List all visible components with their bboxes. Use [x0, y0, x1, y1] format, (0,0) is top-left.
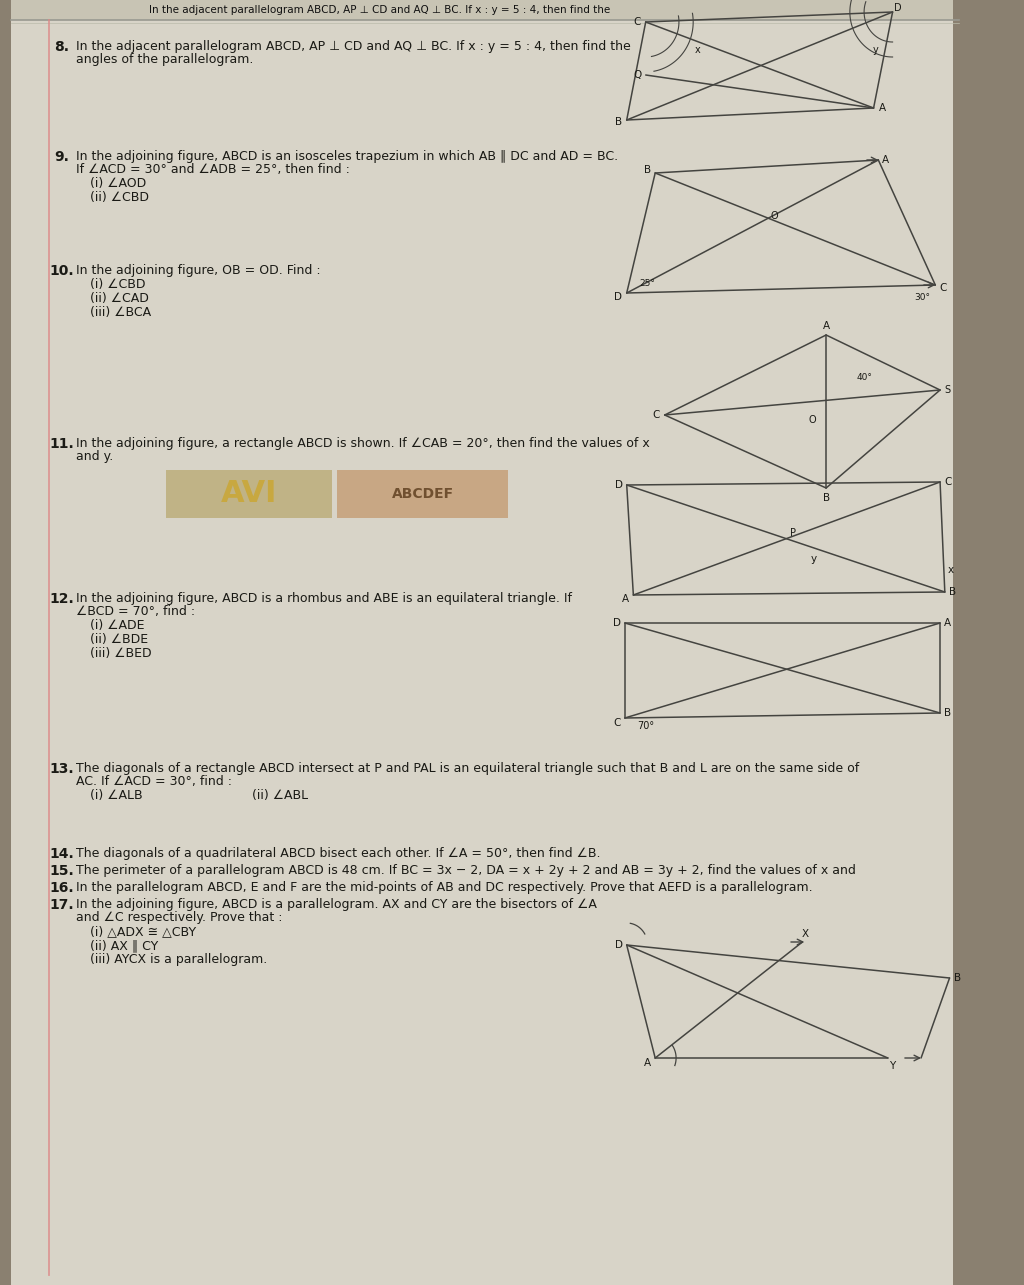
Text: (i) ∠CBD: (i) ∠CBD — [90, 278, 145, 290]
Text: A: A — [644, 1058, 651, 1068]
Text: angles of the parallelogram.: angles of the parallelogram. — [76, 53, 253, 66]
Text: 11.: 11. — [49, 437, 74, 451]
Text: B: B — [614, 117, 622, 127]
Text: B: B — [644, 164, 651, 175]
Text: A: A — [944, 618, 951, 628]
Text: The perimeter of a parallelogram ABCD is 48 cm. If BC = 3x − 2, DA = x + 2y + 2 : The perimeter of a parallelogram ABCD is… — [76, 864, 856, 876]
Text: B: B — [949, 587, 956, 598]
Text: y: y — [811, 554, 817, 564]
Text: 30°: 30° — [914, 293, 930, 302]
Text: C: C — [652, 410, 659, 420]
Text: (ii) ∠BDE: (ii) ∠BDE — [90, 634, 148, 646]
Text: (ii) ∠ABL: (ii) ∠ABL — [252, 789, 308, 802]
Text: (ii) ∠CBD: (ii) ∠CBD — [90, 191, 150, 204]
Text: A: A — [879, 103, 886, 113]
Text: ABCDEF: ABCDEF — [391, 487, 454, 501]
Text: 10.: 10. — [49, 263, 74, 278]
Text: B: B — [822, 493, 829, 502]
Text: and y.: and y. — [76, 450, 114, 463]
Text: (iii) ∠BED: (iii) ∠BED — [90, 648, 152, 660]
Text: AVI: AVI — [220, 479, 278, 509]
Text: 12.: 12. — [49, 592, 74, 607]
Text: A: A — [822, 321, 829, 332]
Text: (i) ∠AOD: (i) ∠AOD — [90, 177, 146, 190]
Bar — [337, 470, 508, 518]
Text: D: D — [615, 941, 624, 950]
Text: 40°: 40° — [856, 374, 872, 383]
Text: (i) ∠ADE: (i) ∠ADE — [90, 619, 144, 632]
Text: 9.: 9. — [54, 150, 69, 164]
Text: The diagonals of a quadrilateral ABCD bisect each other. If ∠A = 50°, then find : The diagonals of a quadrilateral ABCD bi… — [76, 847, 600, 860]
Text: C: C — [939, 283, 946, 293]
Text: In the adjoining figure, ABCD is an isosceles trapezium in which AB ∥ DC and AD : In the adjoining figure, ABCD is an isos… — [76, 150, 618, 163]
Text: AC. If ∠ACD = 30°, find :: AC. If ∠ACD = 30°, find : — [76, 775, 232, 788]
Text: 14.: 14. — [49, 847, 74, 861]
Text: O: O — [770, 211, 778, 221]
Text: D: D — [613, 618, 622, 628]
Text: D: D — [894, 3, 901, 13]
Text: In the adjoining figure, ABCD is a parallelogram. AX and CY are the bisectors of: In the adjoining figure, ABCD is a paral… — [76, 898, 597, 911]
Text: 15.: 15. — [49, 864, 74, 878]
Text: 13.: 13. — [49, 762, 74, 776]
Text: In the adjoining figure, ABCD is a rhombus and ABE is an equilateral triangle. I: In the adjoining figure, ABCD is a rhomb… — [76, 592, 572, 605]
Text: (ii) AX ∥ CY: (ii) AX ∥ CY — [90, 939, 159, 952]
Text: 16.: 16. — [49, 882, 74, 894]
Text: (i) ∠ALB: (i) ∠ALB — [90, 789, 142, 802]
Text: (i) △ADX ≅ △CBY: (i) △ADX ≅ △CBY — [90, 925, 197, 938]
Text: In the adjoining figure, a rectangle ABCD is shown. If ∠CAB = 20°, then find the: In the adjoining figure, a rectangle ABC… — [76, 437, 649, 450]
Text: P: P — [791, 528, 797, 538]
Text: 17.: 17. — [49, 898, 74, 912]
Text: A: A — [623, 594, 630, 604]
Text: D: D — [614, 292, 623, 302]
Text: (iii) AYCX is a parallelogram.: (iii) AYCX is a parallelogram. — [90, 953, 267, 966]
Text: S: S — [944, 386, 950, 394]
Text: C: C — [613, 718, 621, 729]
Text: Y: Y — [890, 1061, 896, 1070]
Text: In the adjacent parallelogram ABCD, AP ⊥ CD and AQ ⊥ BC. If x : y = 5 : 4, then : In the adjacent parallelogram ABCD, AP ⊥… — [150, 5, 610, 15]
Text: If ∠ACD = 30° and ∠ADB = 25°, then find :: If ∠ACD = 30° and ∠ADB = 25°, then find … — [76, 163, 350, 176]
Text: O: O — [808, 415, 816, 425]
Text: 70°: 70° — [637, 721, 654, 731]
Text: X: X — [802, 929, 809, 939]
Text: B: B — [953, 973, 961, 983]
Text: In the parallelogram ABCD, E and F are the mid-points of AB and DC respectively.: In the parallelogram ABCD, E and F are t… — [76, 882, 813, 894]
Text: Q: Q — [633, 69, 641, 80]
Text: 25°: 25° — [640, 279, 655, 288]
Text: y: y — [872, 45, 879, 55]
Text: (iii) ∠BCA: (iii) ∠BCA — [90, 306, 152, 319]
Text: D: D — [615, 481, 624, 490]
Text: In the adjacent parallelogram ABCD, AP ⊥ CD and AQ ⊥ BC. If x : y = 5 : 4, then : In the adjacent parallelogram ABCD, AP ⊥… — [76, 40, 631, 53]
Text: B: B — [944, 708, 951, 718]
Bar — [166, 470, 333, 518]
Text: The diagonals of a rectangle ABCD intersect at P and PAL is an equilateral trian: The diagonals of a rectangle ABCD inters… — [76, 762, 859, 775]
Text: ∠BCD = 70°, find :: ∠BCD = 70°, find : — [76, 605, 196, 618]
Bar — [11, 0, 953, 21]
Text: In the adjoining figure, OB = OD. Find :: In the adjoining figure, OB = OD. Find : — [76, 263, 321, 278]
Text: and ∠C respectively. Prove that :: and ∠C respectively. Prove that : — [76, 911, 283, 924]
Text: (ii) ∠CAD: (ii) ∠CAD — [90, 292, 150, 305]
Text: C: C — [634, 17, 641, 27]
Text: x: x — [695, 45, 700, 55]
Text: x: x — [947, 565, 953, 574]
Text: A: A — [883, 155, 890, 164]
Text: C: C — [944, 477, 951, 487]
Text: 8.: 8. — [54, 40, 70, 54]
